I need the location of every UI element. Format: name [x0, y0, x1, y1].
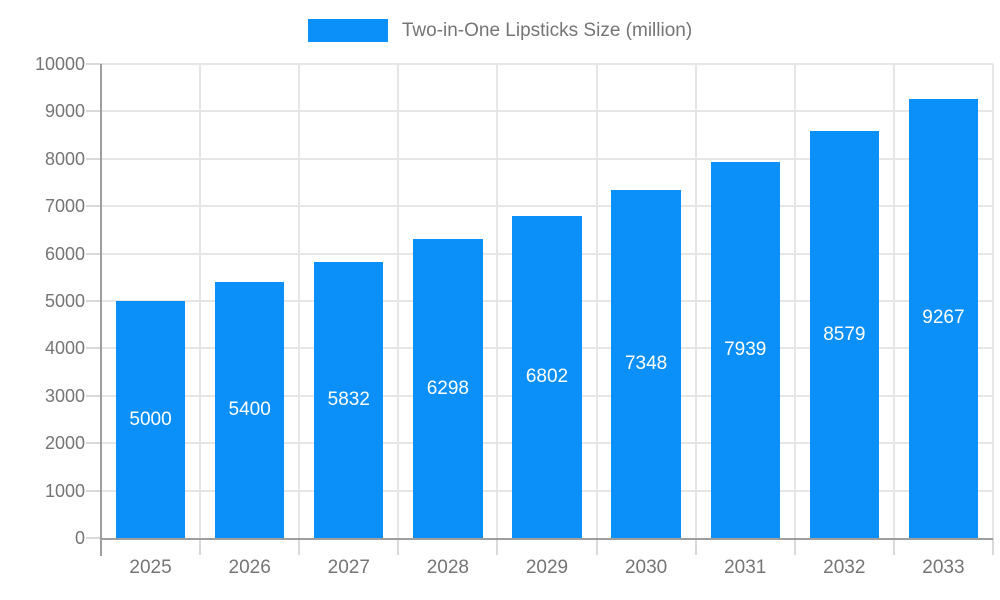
gridline-vertical — [992, 64, 994, 538]
y-axis-tick-label: 7000 — [44, 196, 85, 217]
gridline-horizontal — [101, 157, 993, 160]
bar-value-label: 5832 — [327, 388, 370, 410]
x-axis-tick-label: 2032 — [823, 557, 866, 578]
x-axis-tick-label: 2028 — [426, 557, 470, 578]
bar-value-label: 7939 — [724, 338, 767, 360]
y-axis-tick — [86, 537, 101, 539]
bar: 6802 — [512, 215, 582, 538]
bar: 7348 — [611, 189, 681, 538]
y-axis-tick-label: 9000 — [44, 101, 85, 122]
gridline-vertical — [595, 64, 598, 538]
bar-value-label: 5400 — [228, 399, 271, 420]
y-axis-tick-label: 0 — [74, 528, 85, 548]
y-axis-tick — [86, 110, 101, 113]
x-axis-tick-label: 2025 — [129, 557, 172, 578]
x-axis-tick — [397, 538, 400, 555]
y-axis-tick-label: 4000 — [44, 338, 85, 359]
bar: 9267 — [908, 98, 979, 538]
y-axis-tick-label: 5000 — [44, 291, 85, 311]
y-axis-line — [100, 64, 102, 556]
x-axis-tick — [199, 538, 202, 555]
y-axis-tick-label: 6000 — [44, 243, 85, 264]
x-axis-tick — [992, 538, 994, 555]
bar-value-label: 6298 — [426, 377, 470, 399]
y-axis-tick-label: 8000 — [44, 148, 85, 169]
x-axis-tick — [694, 538, 697, 555]
chart-legend: Two-in-One Lipsticks Size (million) — [0, 19, 1000, 42]
x-axis-tick — [496, 538, 499, 555]
bar: 5400 — [214, 282, 285, 538]
bar-value-label: 9267 — [922, 307, 965, 329]
y-axis-tick-label: 10000 — [34, 54, 85, 74]
gridline-vertical — [694, 64, 697, 538]
y-axis-tick — [86, 205, 101, 208]
gridline-vertical — [496, 64, 499, 538]
gridline-vertical — [397, 64, 400, 538]
y-axis-tick — [86, 300, 101, 302]
bar: 5000 — [115, 301, 186, 538]
bar: 6298 — [413, 239, 483, 538]
plot-area: 0 1000 2000 3000 4000 5000 6000 7000 8000 9000 100… — [35, 54, 994, 578]
gridline-vertical — [199, 64, 202, 538]
bar-value-label: 8579 — [823, 323, 866, 345]
bar: 8579 — [809, 131, 880, 538]
y-axis-tick — [86, 252, 101, 255]
y-axis-tick-label: 3000 — [44, 385, 85, 406]
y-axis-tick-label: 1000 — [44, 480, 85, 501]
y-axis-tick — [86, 394, 101, 397]
x-axis-tick-label: 2033 — [922, 557, 965, 578]
gridline-horizontal — [101, 110, 993, 113]
x-axis-tick — [892, 538, 895, 555]
bar-value-label: 7348 — [624, 352, 668, 374]
bar-value-label: 5000 — [129, 408, 172, 430]
x-axis-tick — [298, 538, 301, 555]
x-axis-tick-label: 2031 — [724, 557, 767, 578]
y-axis-tick — [86, 442, 101, 445]
y-axis-tick — [86, 489, 101, 492]
y-axis-tick — [86, 157, 101, 160]
legend-series-label: Two-in-One Lipsticks Size (million) — [401, 20, 693, 41]
legend-swatch-icon — [307, 19, 388, 42]
gridline-vertical — [298, 64, 301, 538]
y-axis-tick-label: 2000 — [44, 433, 85, 454]
gridline-horizontal — [101, 205, 993, 208]
gridline-vertical — [793, 64, 796, 538]
x-axis-tick-label: 2029 — [525, 557, 569, 578]
bar: 5832 — [314, 261, 384, 538]
gridline-vertical — [892, 64, 895, 538]
gridline-horizontal — [101, 63, 993, 65]
x-axis-tick-label: 2026 — [228, 557, 271, 578]
x-axis-tick-label: 2030 — [624, 557, 668, 578]
x-axis-tick-label: 2027 — [327, 557, 370, 578]
x-axis-tick — [595, 538, 598, 555]
x-axis-tick — [793, 538, 796, 555]
y-axis-tick — [86, 63, 101, 65]
x-axis-line — [101, 538, 993, 540]
bar: 7939 — [710, 161, 780, 538]
y-axis-tick — [86, 347, 101, 350]
bar-value-label: 6802 — [525, 365, 569, 387]
